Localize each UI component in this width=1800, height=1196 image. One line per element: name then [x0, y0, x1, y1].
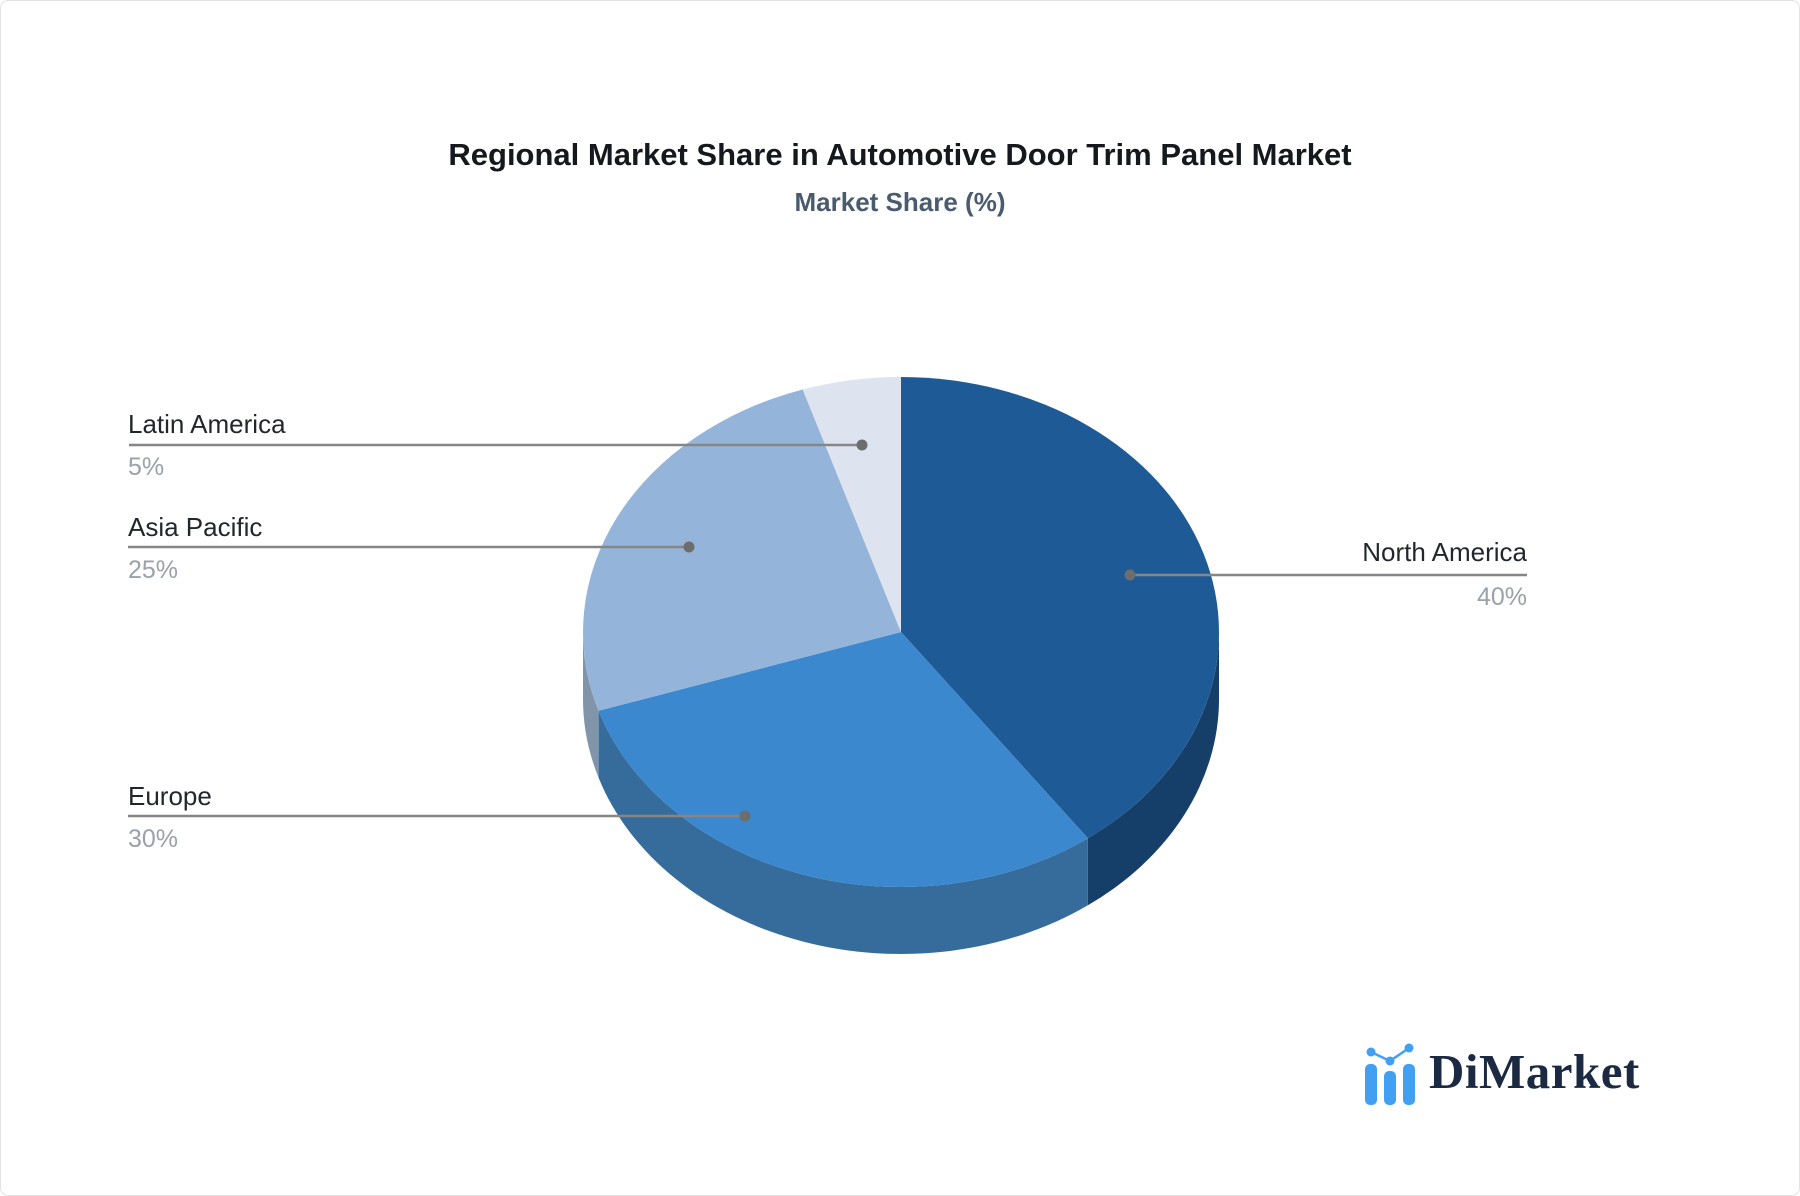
logo-dot — [1404, 1043, 1414, 1053]
label-europe: Europe — [128, 781, 212, 811]
logo-bar — [1365, 1064, 1377, 1105]
brand-logo: DiMarket — [1363, 1043, 1640, 1113]
pie-slice-europe[interactable] — [598, 632, 1088, 887]
label-latin-america: Latin America — [128, 409, 286, 439]
callout-dot-north-america — [1124, 569, 1136, 581]
logo-bar — [1384, 1071, 1396, 1105]
callout-dot-asia-pacific — [683, 541, 695, 553]
value-asia-pacific: 25% — [128, 556, 179, 584]
chart-title: Regional Market Share in Automotive Door… — [448, 137, 1352, 172]
callout-dot-europe — [739, 810, 751, 822]
value-north-america: 40% — [1476, 583, 1527, 611]
label-north-america: North America — [1362, 537, 1527, 567]
logo-dot — [1385, 1056, 1395, 1066]
callout-dot-latin-america — [856, 439, 868, 451]
value-latin-america: 5% — [128, 453, 165, 481]
pie-slice-latin-america[interactable] — [802, 377, 901, 632]
value-europe: 30% — [128, 825, 179, 853]
label-asia-pacific: Asia Pacific — [128, 512, 263, 542]
brand-name: DiMarket — [1429, 1044, 1640, 1099]
pie-slice-side-1 — [598, 710, 1088, 954]
pie-slice-north-america[interactable] — [901, 377, 1219, 839]
pie-slice-asia-pacific[interactable] — [583, 389, 901, 711]
logo-bar — [1403, 1064, 1415, 1105]
chart-subtitle: Market Share (%) — [794, 187, 1006, 217]
bar-chart-logo-icon — [1365, 1043, 1415, 1105]
pie-slice-side-2 — [583, 632, 599, 778]
logo-dot — [1366, 1047, 1376, 1057]
pie-slice-side-0 — [1087, 632, 1219, 906]
